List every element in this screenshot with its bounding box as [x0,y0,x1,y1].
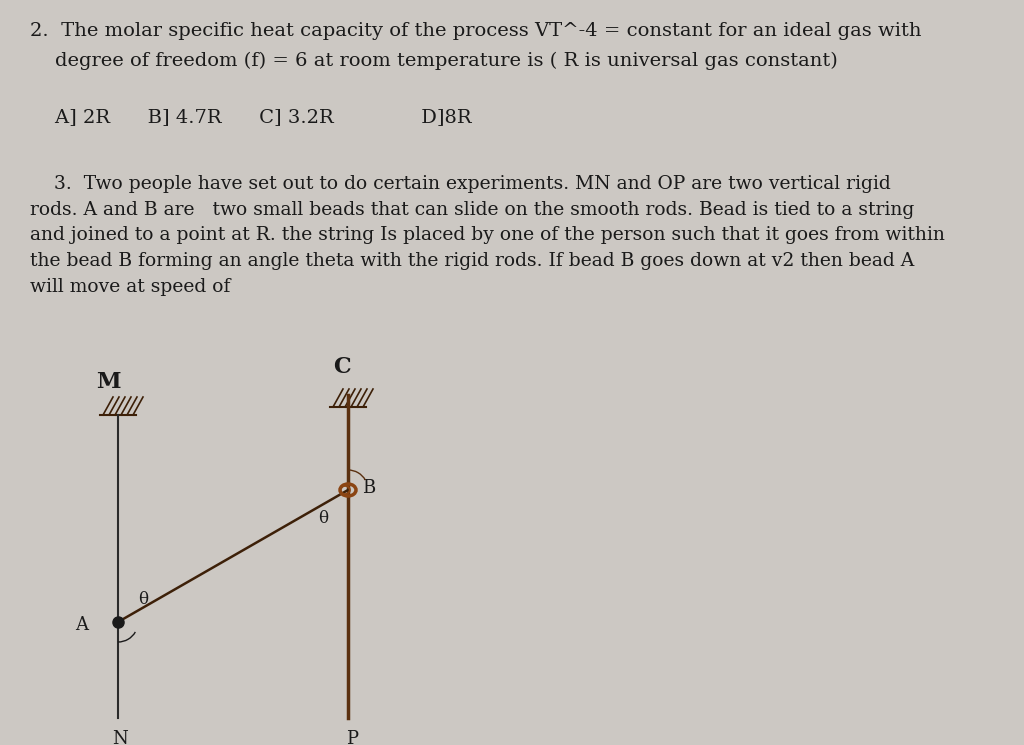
Text: A] 2R      B] 4.7R      C] 3.2R              D]8R: A] 2R B] 4.7R C] 3.2R D]8R [30,108,472,126]
Text: C: C [333,356,351,378]
Text: θ: θ [138,592,148,609]
Text: M: M [96,371,120,393]
Text: N: N [112,730,128,745]
Text: θ: θ [317,510,328,527]
Text: degree of freedom (f) = 6 at room temperature is ( R is universal gas constant): degree of freedom (f) = 6 at room temper… [30,52,838,70]
Text: 3.  Two people have set out to do certain experiments. MN and OP are two vertica: 3. Two people have set out to do certain… [30,175,945,296]
Text: A: A [75,616,88,634]
Text: B: B [362,479,375,497]
Text: 2.  The molar specific heat capacity of the process VT^-4 = constant for an idea: 2. The molar specific heat capacity of t… [30,22,922,40]
Text: P: P [346,730,358,745]
